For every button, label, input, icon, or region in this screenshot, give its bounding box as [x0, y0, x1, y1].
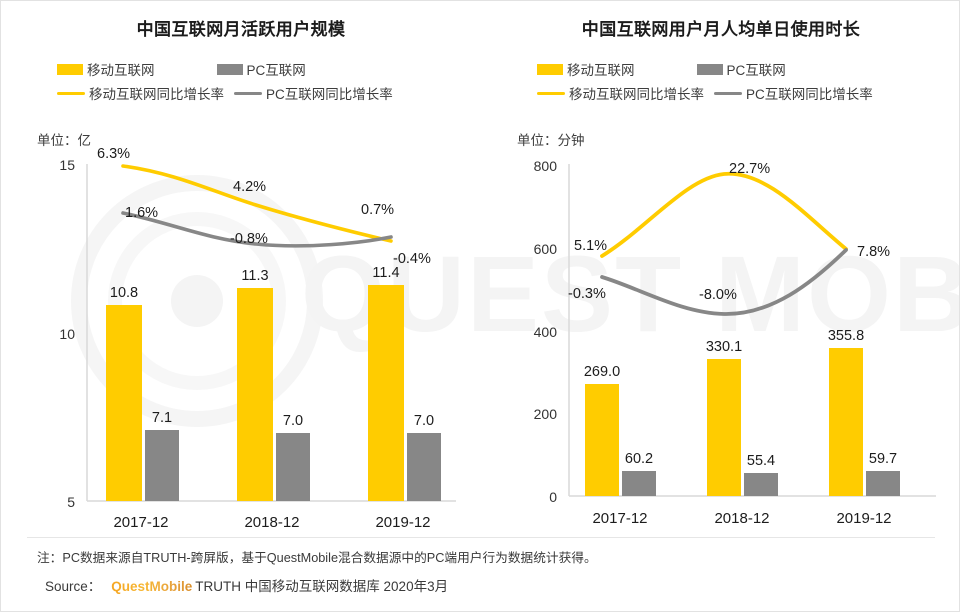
unit-label-right: 单位：分钟 [517, 133, 585, 148]
legend-item-line-pc-left: PC互联网同比增长率 [234, 83, 393, 103]
bar-pc-2019 [407, 433, 441, 501]
y-tick-right-1: 200 [534, 406, 558, 422]
footer: 注：PC数据来源自TRUTH-跨屏版，基于QuestMobile混合数据源中的P… [1, 537, 959, 611]
legend-swatch-yellow-line [57, 91, 85, 95]
bar-duration-pc-2017 [622, 471, 656, 496]
legend-item-line-pc-right: PC互联网同比增长率 [714, 83, 873, 103]
legend-label-line-mobile-left: 移动互联网同比增长率 [89, 87, 224, 102]
bar-label-duration-pc-2018: 55.4 [747, 453, 775, 469]
y-tick-left-1: 10 [59, 326, 75, 342]
legend-label-bar-pc-right: PC互联网 [726, 63, 786, 78]
legend-swatch-gray-bar [216, 63, 243, 75]
bar-label-mobile-2018: 11.3 [241, 268, 268, 284]
chart-title-right: 中国互联网用户月人均单日使用时长 [581, 20, 861, 39]
bar-label-duration-pc-2017: 60.2 [625, 451, 653, 467]
legend-swatch-yellow-bar [57, 63, 83, 75]
bar-mobile-2019 [368, 285, 404, 501]
bar-label-mobile-2019: 11.4 [372, 265, 399, 281]
legend-label-bar-pc-left: PC互联网 [246, 63, 306, 78]
bar-duration-mobile-2019 [829, 348, 863, 496]
legend-swatch-gray-bar [696, 63, 723, 75]
legend-item-bar-pc-right: PC互联网 [696, 59, 786, 79]
line-label-mobile-2019: 0.7% [361, 202, 394, 218]
bar-duration-mobile-2017 [585, 384, 619, 496]
legend-right: 移动互联网 PC互联网 移动互联网同比增长率 PC互联网同比增长率 [481, 57, 959, 105]
bar-label-pc-2019: 7.0 [414, 413, 434, 429]
y-tick-right-0: 0 [549, 489, 557, 505]
cat-label-left-0: 2017-12 [113, 514, 168, 531]
line-mobile-growth-left [121, 164, 393, 243]
cat-label-left-2: 2019-12 [375, 514, 430, 531]
line-label-pc-2019: -0.4% [393, 251, 431, 267]
line-label-duration-mobile-2017: 5.1% [574, 238, 607, 254]
chart-panel-mau: 中国互联网月活跃用户规模 移动互联网 PC互联网 移动互联网同比增长率 [1, 1, 481, 541]
cat-label-left-1: 2018-12 [244, 514, 299, 531]
bar-mobile-2017 [106, 305, 142, 501]
bar-duration-mobile-2018 [707, 359, 741, 496]
footer-divider [27, 537, 935, 538]
line-duration-mobile-growth [600, 172, 848, 258]
bar-label-pc-2018: 7.0 [283, 413, 303, 429]
y-tick-left-2: 15 [59, 157, 75, 173]
bar-label-duration-pc-2019: 59.7 [869, 451, 897, 467]
bar-pc-2018 [276, 433, 310, 501]
legend-item-bar-pc-left: PC互联网 [216, 59, 306, 79]
legend-label-bar-mobile-right: 移动互联网 [567, 63, 635, 78]
legend-swatch-gray-line [234, 91, 262, 95]
cat-label-right-2: 2019-12 [836, 510, 891, 527]
source-rest-text: TRUTH 中国移动互联网数据库 2020年3月 [195, 579, 449, 594]
unit-label-left: 单位：亿 [37, 133, 91, 148]
legend-item-bar-mobile-right: 移动互联网 [537, 59, 635, 79]
legend-item-line-mobile-left: 移动互联网同比增长率 [57, 83, 224, 103]
bar-mobile-2018 [237, 288, 273, 501]
bar-label-pc-2017: 7.1 [152, 410, 172, 426]
questmobile-brand-text: QuestMobile [111, 579, 193, 594]
source-label: Source： [45, 579, 102, 594]
legend-swatch-yellow-line [537, 91, 565, 95]
line-label-duration-mobile-2019: 7.8% [857, 244, 890, 260]
line-label-pc-2018: -0.8% [230, 231, 268, 247]
chart-title-left: 中国互联网月活跃用户规模 [136, 20, 346, 39]
cat-label-right-0: 2017-12 [592, 510, 647, 527]
legend-label-line-pc-right: PC互联网同比增长率 [746, 87, 873, 102]
line-label-duration-pc-2018: -8.0% [699, 287, 737, 303]
legend-item-line-mobile-right: 移动互联网同比增长率 [537, 83, 704, 103]
bar-label-mobile-2017: 10.8 [110, 285, 138, 301]
bar-label-duration-mobile-2017: 269.0 [584, 364, 620, 380]
legend-swatch-yellow-bar [537, 63, 563, 75]
line-label-mobile-2018: 4.2% [233, 179, 266, 195]
line-label-duration-pc-2017: -0.3% [568, 286, 606, 302]
legend-label-line-mobile-right: 移动互联网同比增长率 [569, 87, 704, 102]
legend-label-line-pc-left: PC互联网同比增长率 [266, 87, 393, 102]
cat-label-right-1: 2018-12 [714, 510, 769, 527]
chart-panel-duration: 中国互联网用户月人均单日使用时长 移动互联网 PC互联网 移动互联网同比增长率 [481, 1, 959, 541]
bar-duration-pc-2019 [866, 471, 900, 496]
footer-note: 注：PC数据来源自TRUTH-跨屏版，基于QuestMobile混合数据源中的P… [37, 551, 597, 565]
line-duration-pc-growth [600, 248, 848, 316]
legend-swatch-gray-line [714, 91, 742, 95]
bar-label-duration-mobile-2019: 355.8 [828, 328, 864, 344]
y-tick-left-0: 5 [67, 494, 75, 510]
y-tick-right-4: 800 [534, 158, 558, 174]
plot-area-right: 800 600 400 200 0 269.0 330.1 355.8 60.2… [534, 158, 936, 527]
line-label-pc-2017: 1.6% [125, 205, 158, 221]
footer-source: Source： QuestMobile TRUTH 中国移动互联网数据库 202… [45, 575, 448, 595]
line-label-duration-mobile-2018: 22.7% [729, 161, 770, 177]
line-label-mobile-2017: 6.3% [97, 146, 130, 162]
plot-area-left: 15 10 5 10.8 11.3 11.4 7.1 7.0 7.0 6.3% … [59, 146, 456, 531]
legend-left: 移动互联网 PC互联网 移动互联网同比增长率 PC互联网同比增长率 [1, 57, 481, 105]
legend-item-bar-mobile-left: 移动互联网 [57, 59, 155, 79]
legend-label-bar-mobile-left: 移动互联网 [87, 63, 155, 78]
bar-pc-2017 [145, 430, 179, 501]
y-tick-right-3: 600 [534, 241, 558, 257]
bar-label-duration-mobile-2018: 330.1 [706, 339, 742, 355]
bar-duration-pc-2018 [744, 473, 778, 496]
y-tick-right-2: 400 [534, 324, 558, 340]
